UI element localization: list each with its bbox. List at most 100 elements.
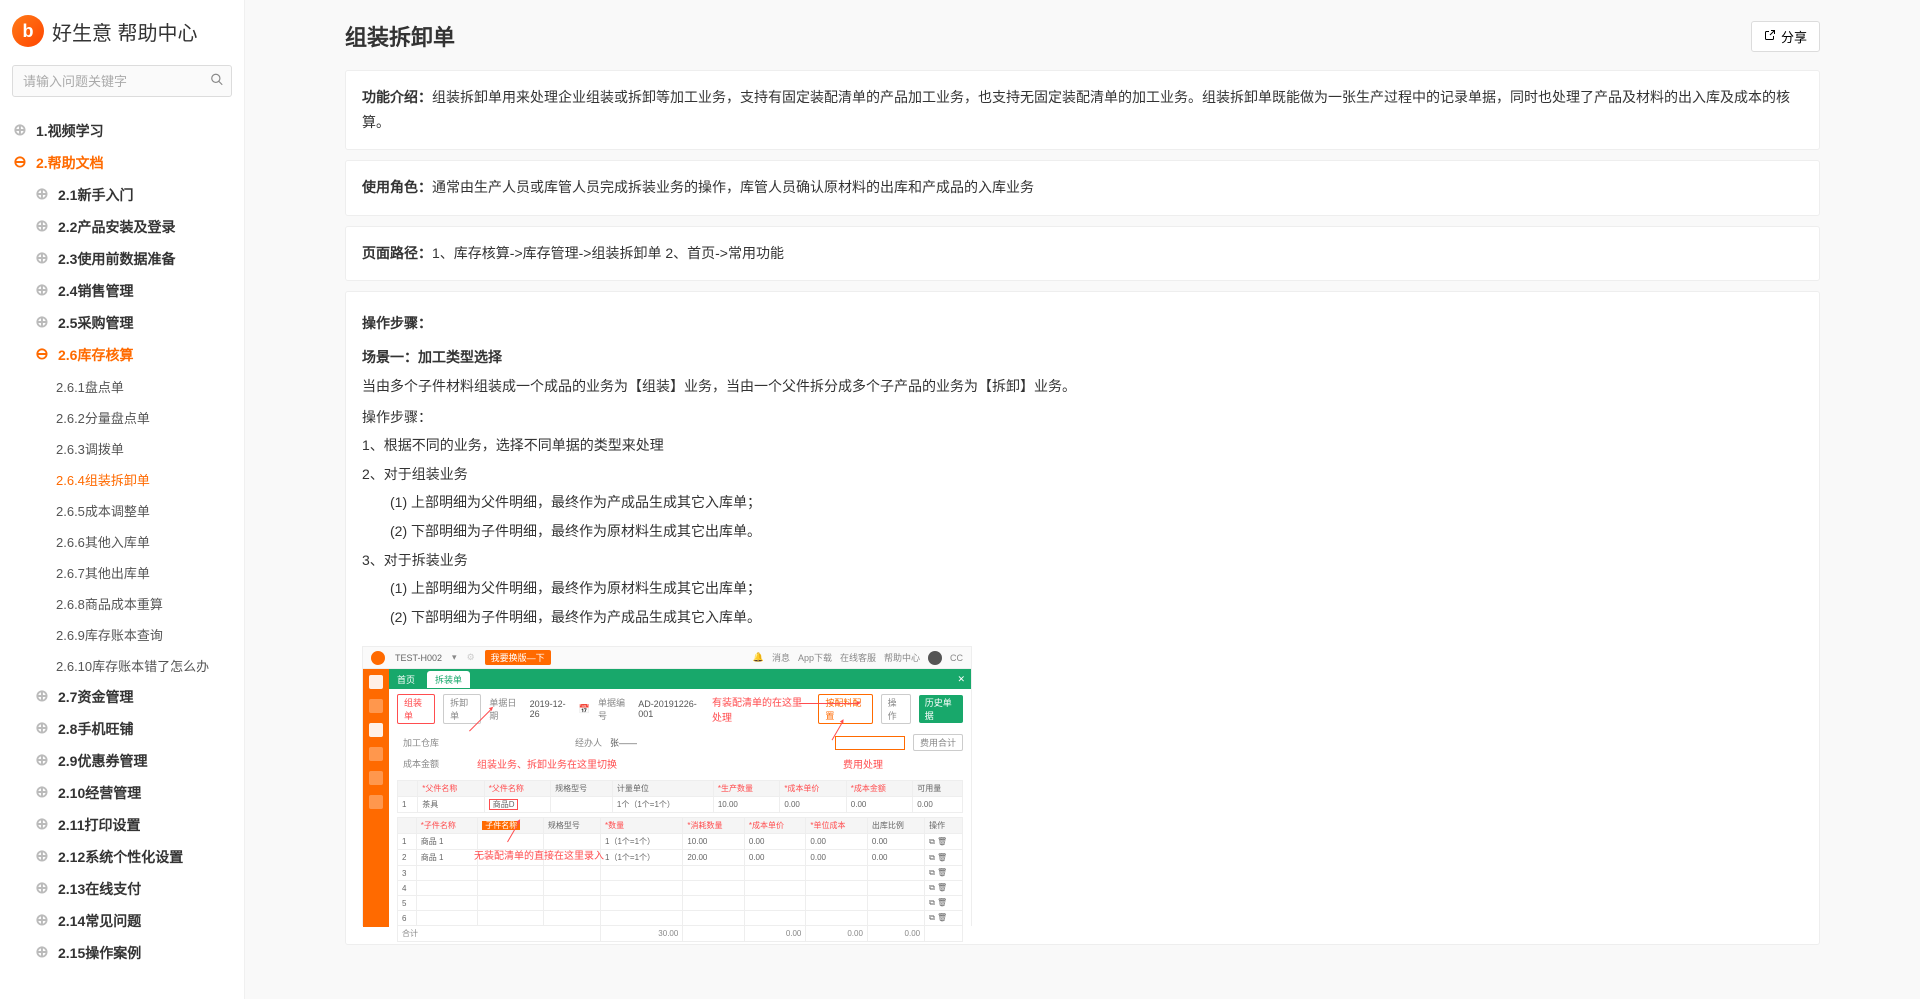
td — [867, 881, 924, 896]
search-box — [12, 65, 232, 97]
sub-27[interactable]: ⊕2.7资金管理 — [34, 681, 232, 713]
chevron-down-icon: ▾ — [452, 652, 457, 663]
th — [398, 818, 417, 834]
td: 商品 1 — [416, 834, 478, 850]
td: 10.00 — [713, 797, 779, 813]
ss-code-val: AD-20191226-001 — [638, 699, 704, 719]
td: 5 — [398, 896, 417, 911]
td — [551, 797, 613, 813]
nav-label: 1.视频学习 — [36, 121, 104, 141]
table-row: 6⧉ 🗑 — [398, 911, 963, 926]
plus-icon: ⊕ — [34, 913, 50, 929]
td — [416, 866, 478, 881]
sub-215[interactable]: ⊕2.15操作案例 — [34, 937, 232, 969]
leaf-264[interactable]: 2.6.4组装拆卸单 — [56, 464, 232, 495]
nav-list: ⊕ 1.视频学习 ⊖ 2.帮助文档 ⊕2.1新手入门 ⊕2.2产品安装及登录 ⊕… — [12, 115, 232, 969]
copy-icon: ⧉ — [929, 883, 935, 892]
gear-icon: ⚙ — [467, 652, 475, 663]
td — [744, 881, 806, 896]
th: *成本单价 — [780, 781, 846, 797]
leaf-268[interactable]: 2.6.8商品成本重算 — [56, 588, 232, 619]
sub-211[interactable]: ⊕2.11打印设置 — [34, 809, 232, 841]
p21: (1) 上部明细为父件明细，最终作为产成品生成其它入库单； — [362, 489, 1803, 516]
td: 0.00 — [806, 850, 868, 866]
sub-22[interactable]: ⊕2.2产品安装及登录 — [34, 211, 232, 243]
td — [478, 911, 544, 926]
calendar-icon: 📅 — [579, 704, 590, 715]
ss-anno1: 有装配清单的在这里处理 — [712, 694, 810, 724]
plus-icon: ⊕ — [34, 945, 50, 961]
logo-row: b 好生意 帮助中心 — [12, 15, 232, 47]
path-text: 1、库存核算->库存管理->组装拆卸单 2、首页->常用功能 — [432, 245, 784, 261]
th: *消耗数量 — [683, 818, 745, 834]
ss-code-label: 单据编号 — [598, 696, 630, 722]
plus-icon: ⊕ — [34, 219, 50, 235]
ss-btn-hist: 历史单据 — [919, 695, 963, 723]
intro-card: 功能介绍：组装拆卸单用来处理企业组装或拆卸等加工业务，支持有固定装配清单的产品加… — [345, 70, 1820, 150]
search-input[interactable] — [12, 65, 232, 97]
td: ⧉ 🗑 — [925, 896, 963, 911]
th: *父件名称 — [418, 781, 484, 797]
sub-label: 2.11打印设置 — [58, 815, 140, 835]
arrow-icon — [799, 703, 857, 704]
ss-anno3: 费用处理 — [843, 756, 883, 771]
sub-28[interactable]: ⊕2.8手机旺铺 — [34, 713, 232, 745]
sub-29[interactable]: ⊕2.9优惠券管理 — [34, 745, 232, 777]
th: 计量单位 — [612, 781, 713, 797]
nav-docs[interactable]: ⊖ 2.帮助文档 — [12, 147, 232, 179]
ss-icon — [369, 747, 383, 761]
p32: (2) 下部明细为子件明细，最终作为产成品生成其它入库单。 — [362, 604, 1803, 631]
intro-text: 组装拆卸单用来处理企业组装或拆卸等加工业务，支持有固定装配清单的产品加工业务，也… — [362, 89, 1790, 130]
nav-video[interactable]: ⊕ 1.视频学习 — [12, 115, 232, 147]
leaf-263[interactable]: 2.6.3调拨单 — [56, 433, 232, 464]
plus-icon: ⊕ — [34, 187, 50, 203]
td — [683, 896, 745, 911]
leaf-265[interactable]: 2.6.5成本调整单 — [56, 495, 232, 526]
search-icon[interactable] — [210, 73, 224, 90]
ss-top-right: 🔔 消息 App下载 在线客服 帮助中心 CC — [753, 651, 963, 665]
leaf-262[interactable]: 2.6.2分量盘点单 — [56, 402, 232, 433]
th — [398, 781, 418, 797]
ss-icon — [369, 723, 383, 737]
leaf-261[interactable]: 2.6.1盘点单 — [56, 371, 232, 402]
sub-21[interactable]: ⊕2.1新手入门 — [34, 179, 232, 211]
ss-date-val: 2019-12-26 — [530, 699, 571, 719]
th: 子件名称 — [478, 818, 544, 834]
ss-child-table: *子件名称 子件名称 规格型号 *数量 *消耗数量 *成本单价 *单位成本 出库… — [397, 817, 963, 942]
sub-26[interactable]: ⊖2.6库存核算 — [34, 339, 232, 371]
copy-icon: ⧉ — [929, 898, 935, 907]
td: 1（1个=1个） — [601, 834, 683, 850]
sub-213[interactable]: ⊕2.13在线支付 — [34, 873, 232, 905]
sub-24[interactable]: ⊕2.4销售管理 — [34, 275, 232, 307]
table-row: 1 茶具 商品D 1个（1个=1个） 10.00 0.00 0.00 0.00 — [398, 797, 963, 813]
td: 1 — [398, 834, 417, 850]
ss-btn-op: 操作 — [881, 694, 911, 724]
plus-icon: ⊕ — [34, 849, 50, 865]
ss-row2: 加工仓库 经办人 张—— 费用合计 — [389, 729, 971, 756]
bell-icon: 🔔 — [753, 652, 764, 663]
sub-25[interactable]: ⊕2.5采购管理 — [34, 307, 232, 339]
delete-icon: 🗑 — [937, 853, 947, 862]
delete-icon: 🗑 — [937, 913, 947, 922]
ss-wh-label: 加工仓库 — [403, 736, 439, 749]
close-icon: ✕ — [957, 674, 965, 685]
sub-23[interactable]: ⊕2.3使用前数据准备 — [34, 243, 232, 275]
ss-anno4: 无装配清单的直接在这里录入 — [474, 847, 604, 862]
td — [744, 866, 806, 881]
leaf-2610[interactable]: 2.6.10库存账本错了怎么办 — [56, 650, 232, 681]
td: 0.00 — [780, 797, 846, 813]
logo-icon: b — [12, 15, 44, 47]
share-icon — [1764, 29, 1776, 44]
leaf-266[interactable]: 2.6.6其他入库单 — [56, 526, 232, 557]
sub-212[interactable]: ⊕2.12系统个性化设置 — [34, 841, 232, 873]
sub-210[interactable]: ⊕2.10经营管理 — [34, 777, 232, 809]
share-button[interactable]: 分享 — [1751, 21, 1820, 52]
ss-btn-zz: 组装单 — [397, 694, 435, 724]
leaf-267[interactable]: 2.6.7其他出库单 — [56, 557, 232, 588]
leaf-269[interactable]: 2.6.9库存账本查询 — [56, 619, 232, 650]
td: 20.00 — [683, 850, 745, 866]
td: 3 — [398, 866, 417, 881]
td — [601, 896, 683, 911]
sub-214[interactable]: ⊕2.14常见问题 — [34, 905, 232, 937]
ss-online: 在线客服 — [840, 651, 876, 664]
